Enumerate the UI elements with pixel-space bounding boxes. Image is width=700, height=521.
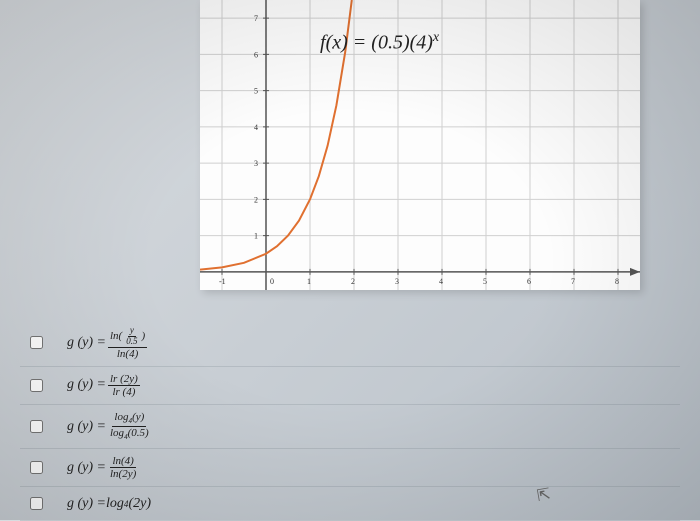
option-math-3: g (y) = log4(y) log4(0.5)	[67, 411, 153, 442]
svg-text:4: 4	[254, 123, 258, 132]
svg-text:7: 7	[254, 14, 258, 23]
svg-text:0: 0	[270, 277, 274, 286]
svg-text:6: 6	[254, 50, 258, 59]
option-math-4: g (y) = ln(4)ln(2y)	[67, 455, 140, 480]
svg-text:4: 4	[439, 277, 443, 286]
option-checkbox-5[interactable]	[30, 497, 43, 510]
svg-text:7: 7	[571, 277, 575, 286]
option-math-5: g (y) = log4(2y)	[67, 496, 151, 512]
svg-text:3: 3	[395, 277, 399, 286]
option-checkbox-2[interactable]	[30, 379, 43, 392]
option-checkbox-4[interactable]	[30, 461, 43, 474]
option-checkbox-1[interactable]	[30, 336, 43, 349]
option-math-1: g (y) = ln(y0.5) ln(4)	[67, 326, 149, 360]
cursor-icon: ⇱	[535, 484, 552, 506]
option-row: g (y) = ln(4)ln(2y)	[20, 449, 680, 487]
svg-text:2: 2	[254, 195, 258, 204]
svg-text:8: 8	[615, 277, 619, 286]
svg-text:5: 5	[254, 87, 258, 96]
option-row: g (y) = log4(2y)	[20, 487, 680, 521]
function-formula: f(x) = (0.5)(4)x	[320, 30, 439, 55]
answer-options: g (y) = ln(y0.5) ln(4) g (y) = lr (2y)lr…	[20, 320, 680, 521]
option-checkbox-3[interactable]	[30, 420, 43, 433]
svg-text:1: 1	[254, 232, 258, 241]
svg-text:6: 6	[527, 277, 531, 286]
option-row: g (y) = log4(y) log4(0.5)	[20, 405, 680, 449]
svg-text:2: 2	[351, 277, 355, 286]
svg-text:1: 1	[307, 277, 311, 286]
svg-text:-1: -1	[219, 277, 226, 286]
option-row: g (y) = lr (2y)lr (4)	[20, 367, 680, 405]
svg-text:5: 5	[483, 277, 487, 286]
option-math-2: g (y) = lr (2y)lr (4)	[67, 373, 142, 398]
option-row: g (y) = ln(y0.5) ln(4)	[20, 320, 680, 367]
svg-text:3: 3	[254, 159, 258, 168]
